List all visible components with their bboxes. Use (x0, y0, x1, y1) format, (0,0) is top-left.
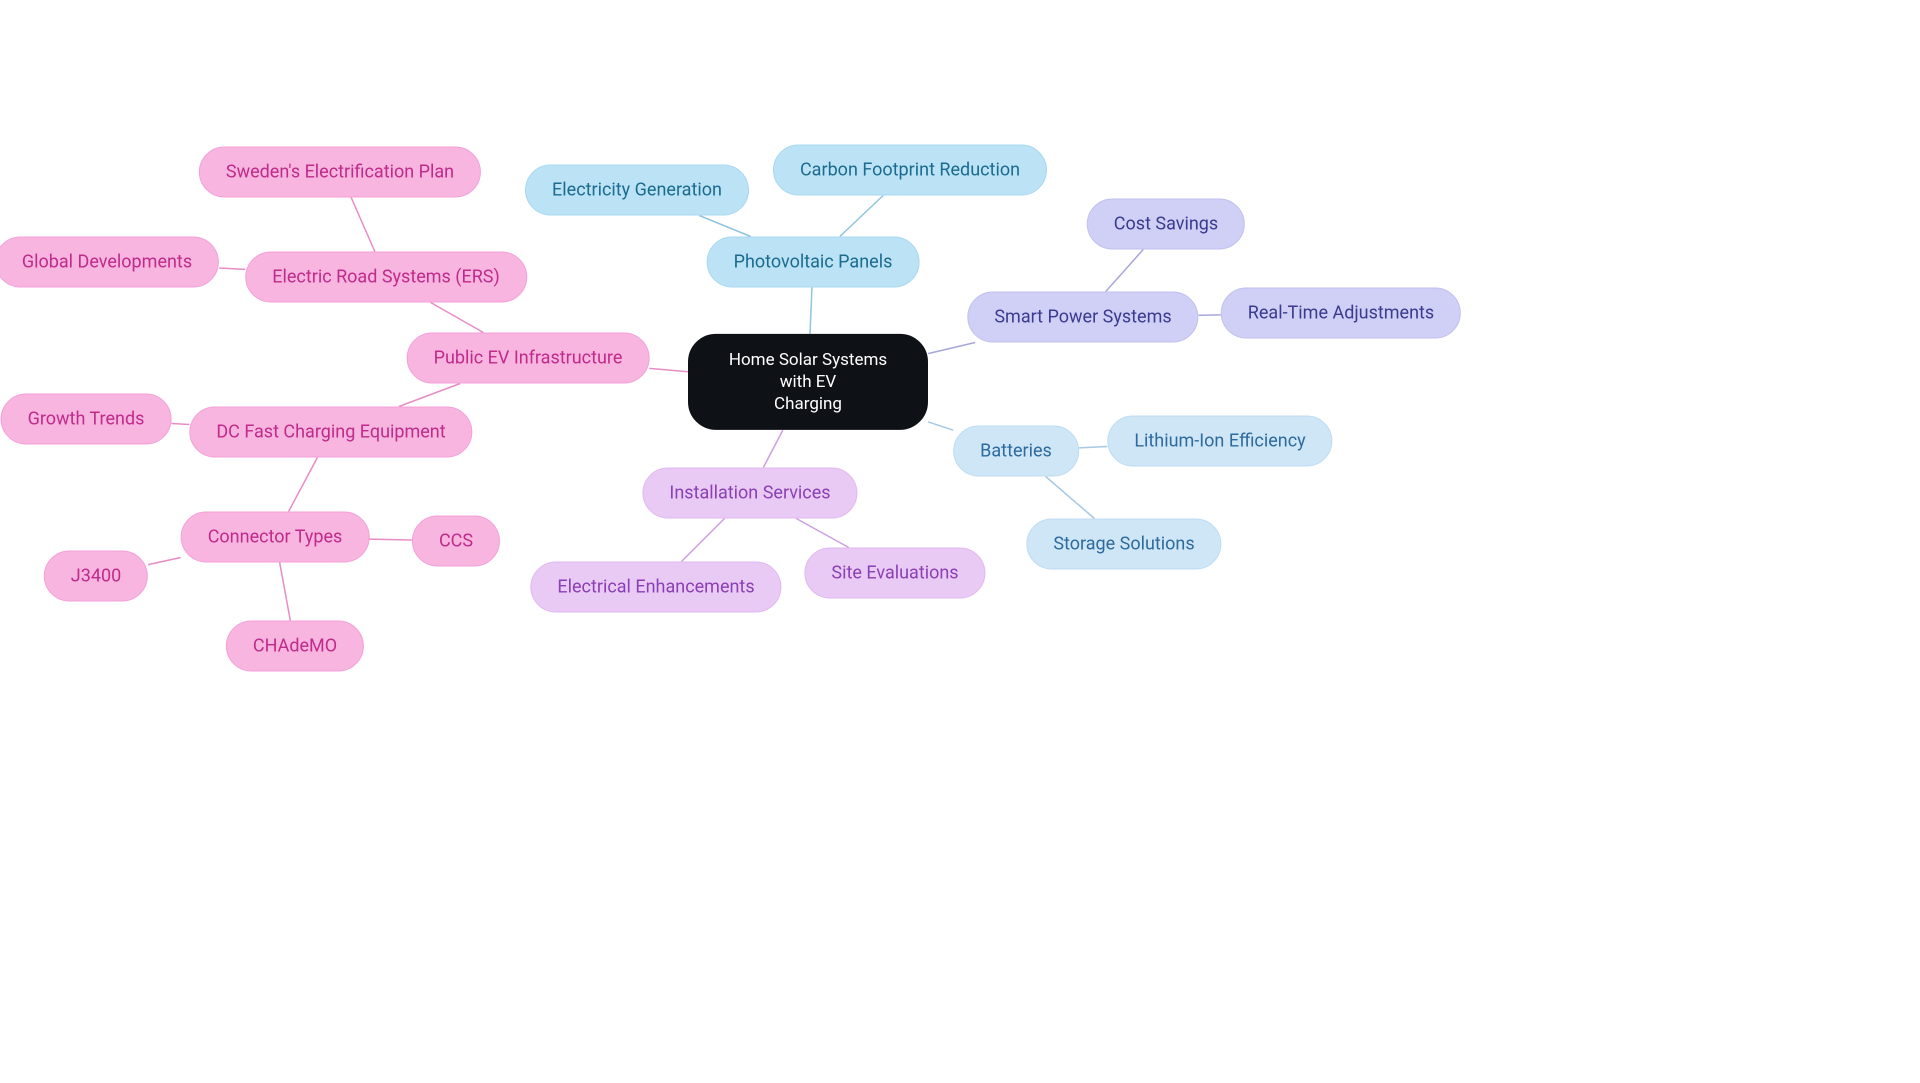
node-gd: Global Developments (0, 237, 219, 288)
edge-root-pv (810, 288, 812, 334)
node-j3400: J3400 (44, 551, 148, 602)
edge-pv-eg (699, 216, 750, 237)
node-ccs: CCS (412, 516, 500, 567)
node-dcfc: DC Fast Charging Equipment (189, 407, 472, 458)
edge-pei-dcfc (399, 384, 460, 407)
edge-bat-ss (1046, 477, 1095, 519)
node-bat: Batteries (953, 426, 1079, 477)
edge-is-se (796, 519, 849, 548)
edge-ct-chademo (280, 563, 291, 621)
node-pv: Photovoltaic Panels (707, 237, 920, 288)
node-rta: Real-Time Adjustments (1221, 288, 1461, 339)
node-root: Home Solar Systems with EVCharging (688, 334, 928, 430)
node-ss: Storage Solutions (1026, 519, 1221, 570)
node-ct: Connector Types (181, 512, 370, 563)
node-sep: Sweden's Electrification Plan (199, 147, 481, 198)
node-ers: Electric Road Systems (ERS) (245, 252, 527, 303)
edge-pv-cfr (840, 196, 883, 237)
node-se: Site Evaluations (804, 548, 985, 599)
node-is: Installation Services (642, 468, 857, 519)
edge-ers-gd (219, 268, 245, 269)
edge-bat-lie (1079, 447, 1108, 448)
mindmap-diagram: Home Solar Systems with EVCharging Photov… (0, 0, 1920, 1083)
node-chademo: CHAdeMO (226, 621, 364, 672)
node-gt: Growth Trends (1, 394, 172, 445)
node-ee: Electrical Enhancements (530, 562, 781, 613)
edge-ct-ccs (369, 539, 412, 540)
edge-root-is (763, 430, 783, 467)
node-cfr: Carbon Footprint Reduction (773, 145, 1047, 196)
edge-root-pei (649, 368, 688, 371)
edge-sps-cs (1106, 250, 1143, 292)
edge-root-sps (928, 343, 975, 354)
node-lie: Lithium-Ion Efficiency (1107, 416, 1332, 467)
edge-dcfc-ct (289, 458, 318, 512)
edge-is-ee (682, 519, 725, 562)
node-eg: Electricity Generation (525, 165, 749, 216)
edge-pei-ers (431, 303, 484, 333)
node-cs: Cost Savings (1087, 199, 1245, 250)
edge-ct-j3400 (148, 558, 181, 565)
edge-root-bat (928, 422, 953, 430)
edge-ers-sep (351, 198, 375, 252)
node-sps: Smart Power Systems (967, 292, 1198, 343)
node-pei: Public EV Infrastructure (407, 333, 650, 384)
edge-dcfc-gt (171, 424, 189, 425)
